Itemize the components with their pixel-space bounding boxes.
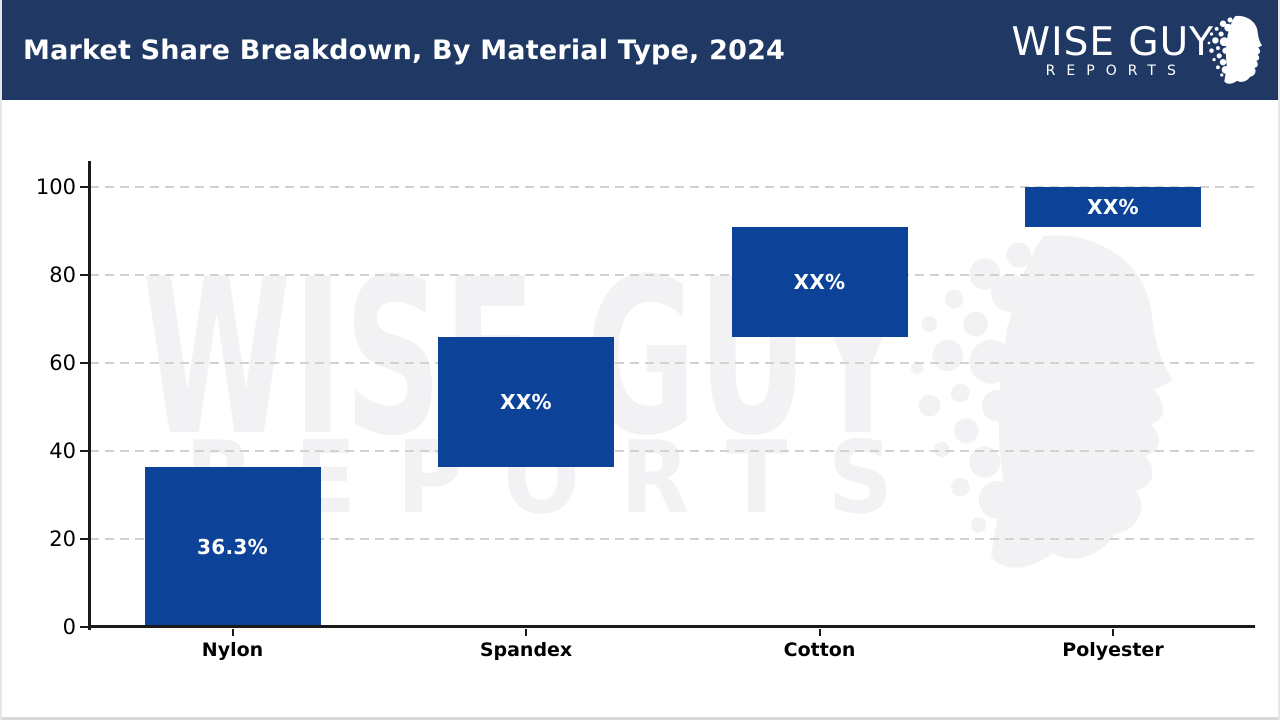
y-tick-label-80: 80: [49, 262, 76, 287]
y-tick-mark-60: [80, 361, 88, 364]
logo-wordmark: WISE GUY: [1011, 19, 1214, 65]
x-axis-line: [88, 625, 1255, 628]
x-tick-label-polyester: Polyester: [1062, 639, 1164, 661]
y-tick-mark-100: [80, 185, 88, 188]
y-tick-label-20: 20: [49, 526, 76, 551]
bar-polyester: XX%: [1025, 186, 1201, 228]
gridline-40: [90, 449, 1255, 452]
y-tick-mark-40: [80, 449, 88, 452]
x-tick-mark-spandex: [525, 628, 527, 636]
logo-subtitle: REPORTS: [1045, 63, 1187, 80]
bar-nylon: 36.3%: [144, 466, 321, 627]
y-tick-label-40: 40: [49, 438, 76, 463]
gridline-80: [90, 273, 1255, 276]
x-tick-mark-cotton: [818, 628, 821, 636]
bar-value-label-nylon: 36.3%: [197, 534, 268, 559]
watermark-face-icon: [910, 235, 1173, 568]
y-tick-mark-0: [80, 625, 88, 628]
header-bar: Market Share Breakdown, By Material Type…: [2, 0, 1278, 100]
page-title: Market Share Breakdown, By Material Type…: [23, 34, 786, 66]
bar-cotton: XX%: [731, 227, 908, 338]
x-tick-label-cotton: Cotton: [783, 639, 856, 661]
y-axis-line: [88, 161, 91, 630]
x-tick-mark-nylon: [231, 628, 234, 636]
y-tick-label-100: 100: [35, 174, 76, 199]
bar-value-label-spandex: XX%: [500, 390, 552, 415]
bottom-border: [2, 717, 1278, 720]
gridline-20: [90, 537, 1255, 540]
y-tick-label-0: 0: [62, 614, 76, 639]
bar-spandex: XX%: [438, 337, 614, 467]
y-tick-mark-80: [80, 273, 88, 276]
y-tick-label-60: 60: [49, 350, 76, 375]
y-tick-mark-20: [80, 537, 88, 540]
x-tick-label-spandex: Spandex: [479, 639, 573, 661]
logo-face-icon: [1207, 15, 1263, 84]
x-tick-label-nylon: Nylon: [201, 639, 264, 661]
bar-value-label-polyester: XX%: [1087, 194, 1139, 219]
gridline-100: [90, 185, 1255, 188]
x-tick-mark-polyester: [1112, 628, 1114, 636]
logo-text: WISE GUY REPORTS: [1011, 19, 1214, 80]
wise-guy-logo: WISE GUY REPORTS: [1012, 0, 1264, 100]
gridline-60: [90, 361, 1255, 364]
bar-value-label-cotton: XX%: [793, 270, 846, 295]
